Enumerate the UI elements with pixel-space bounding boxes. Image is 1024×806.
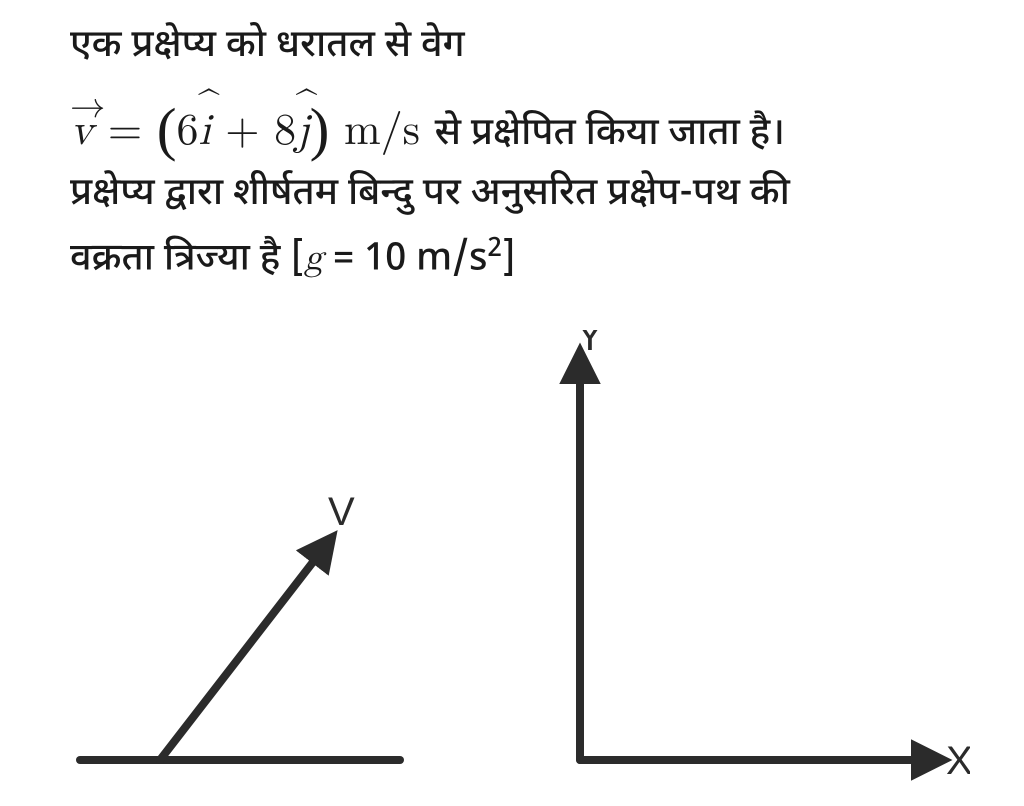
unit-vector-j: j bbox=[296, 105, 309, 158]
exponent-2: 2 bbox=[487, 232, 502, 267]
line2-tail: से प्रक्षेपित किया जाता है। bbox=[435, 110, 785, 160]
label-Y: Y bbox=[577, 330, 604, 359]
right-paren: ) bbox=[310, 96, 330, 162]
unit-vector-i: i bbox=[198, 105, 210, 158]
label-V: V bbox=[328, 490, 355, 534]
question-page: एक प्रक्षेप्य को धरातल से वेग v = (6i + … bbox=[0, 0, 1024, 806]
vector-v: v bbox=[70, 105, 93, 158]
equation: v = (6i + 8j) m/s bbox=[70, 109, 435, 153]
coef-8: 8 bbox=[274, 109, 296, 153]
unit-ms: m/s bbox=[329, 109, 434, 153]
text-line-1: एक प्रक्षेप्य को धरातल से वेग bbox=[70, 22, 964, 72]
plus-sign: + bbox=[211, 109, 274, 153]
left-paren: ( bbox=[157, 96, 177, 162]
diagram: V Y X bbox=[70, 330, 970, 790]
coef-6: 6 bbox=[176, 109, 198, 153]
label-X: X bbox=[946, 739, 970, 783]
line4-b: = 10 m/s bbox=[323, 236, 487, 286]
velocity-vector bbox=[160, 540, 330, 760]
line4-a: वक्रता त्रिज्या है [ bbox=[70, 236, 304, 286]
text-line-3: प्रक्षेप्य द्वारा शीर्षतम बिन्दु पर अनुस… bbox=[70, 170, 964, 220]
text-line-4: वक्रता त्रिज्या है [g = 10 m/s2] bbox=[70, 232, 964, 286]
diagram-svg: V Y X bbox=[70, 330, 970, 790]
text-line-2: v = (6i + 8j) m/s से प्रक्षेपित किया जात… bbox=[70, 90, 964, 160]
line4-c: ] bbox=[502, 236, 516, 286]
symbol-g: g bbox=[304, 240, 323, 278]
